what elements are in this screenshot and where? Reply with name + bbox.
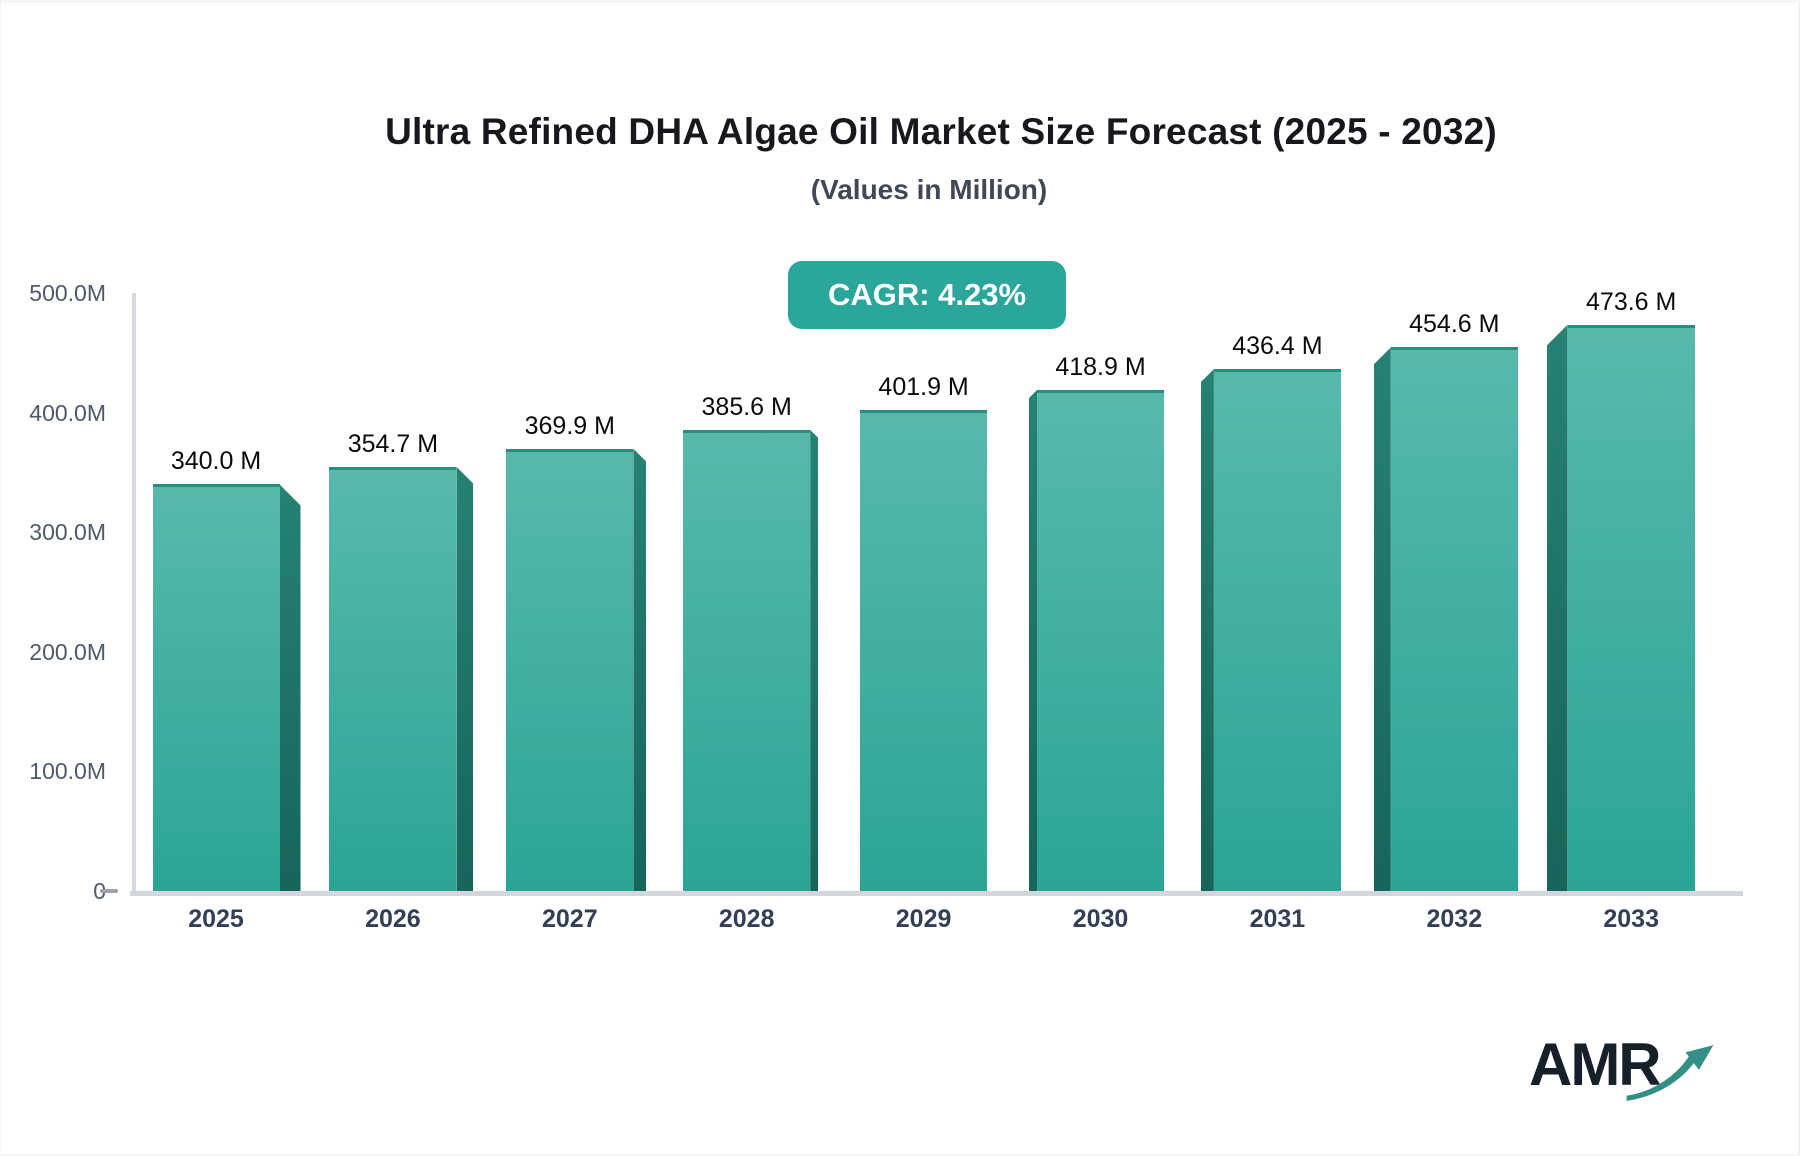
bar-2032-side-shade [1373, 347, 1391, 891]
x-axis-label-2029: 2029 [895, 905, 952, 933]
bar-value-label-2030: 418.9 M [1055, 353, 1146, 381]
bar-2033[interactable] [1567, 324, 1695, 891]
y-axis-tick-300.0M: 300.0M [29, 519, 106, 546]
x-axis-label-2032: 2032 [1426, 905, 1483, 933]
bar-2033-side-shade [1546, 324, 1568, 891]
bar-2028-side-shade [810, 429, 819, 891]
x-axis-label-2028: 2028 [718, 905, 775, 933]
bar-2028[interactable] [683, 429, 811, 891]
bar-2027[interactable] [506, 448, 634, 891]
bar-2031[interactable] [1213, 369, 1341, 891]
bar-value-label-2029: 401.9 M [878, 373, 969, 402]
growth-arrow-icon [1626, 1045, 1714, 1101]
chart-title: Ultra Refined DHA Algae Oil Market Size … [385, 111, 1497, 152]
bar-2030-side-shade [1029, 390, 1037, 891]
bar-value-label-2026: 354.7 M [347, 429, 439, 458]
x-axis-label-2033: 2033 [1603, 905, 1659, 933]
x-axis-label-2030: 2030 [1072, 905, 1129, 933]
x-axis-label-2025: 2025 [188, 905, 244, 933]
y-axis-tick-100.0M: 100.0M [29, 758, 106, 785]
x-axis-label-2026: 2026 [365, 905, 421, 933]
y-axis-tick-0: 0 [1, 877, 106, 905]
bar-value-label-2027: 369.9 M [524, 411, 615, 440]
bar-2025[interactable] [152, 484, 280, 891]
bar-2026[interactable] [329, 466, 457, 891]
bar-2029[interactable] [860, 410, 988, 891]
brand-logo-text: AMR [1529, 1031, 1662, 1098]
bar-2032[interactable] [1390, 347, 1518, 891]
bar-value-label-2028: 385.6 M [701, 392, 792, 421]
chart-plot-area: 340.0 M 2025 354.7 M 2026 369.9 M 2027 385.6 M… [134, 288, 1743, 933]
bar-value-label-2032: 454.6 M [1409, 310, 1500, 339]
brand-logo: AMR [1529, 1033, 1716, 1104]
cagr-badge: CAGR: 4.23% [787, 261, 1067, 329]
bar-value-label-2025: 340.0 M [170, 447, 262, 476]
bar-value-label-2031: 436.4 M [1232, 332, 1323, 361]
y-axis-tick-200.0M: 200.0M [29, 638, 106, 665]
chart-subtitle: (Values in Million) [810, 174, 1048, 205]
y-axis-tick-400.0M: 400.0M [29, 399, 106, 426]
y-axis-tick-500.0M: 500.0M [29, 280, 106, 306]
y-axis-tick-labels: 500.0M 400.0M 300.0M 200.0M 100.0M 0 [1, 280, 106, 904]
x-axis-label-2031: 2031 [1249, 905, 1306, 933]
bar-2026-side-shade [456, 466, 474, 891]
zero-tick-dash [100, 889, 118, 893]
bar-value-label-2033: 473.6 M [1586, 287, 1677, 316]
bar-2030[interactable] [1037, 390, 1164, 891]
x-axis-line [130, 891, 1743, 896]
x-axis-label-2027: 2027 [541, 905, 598, 933]
bar-2025-side-shade [279, 484, 301, 891]
bar-2027-side-shade [633, 448, 647, 891]
y-axis-line [132, 293, 136, 895]
bar-2031-side-shade [1200, 369, 1214, 891]
